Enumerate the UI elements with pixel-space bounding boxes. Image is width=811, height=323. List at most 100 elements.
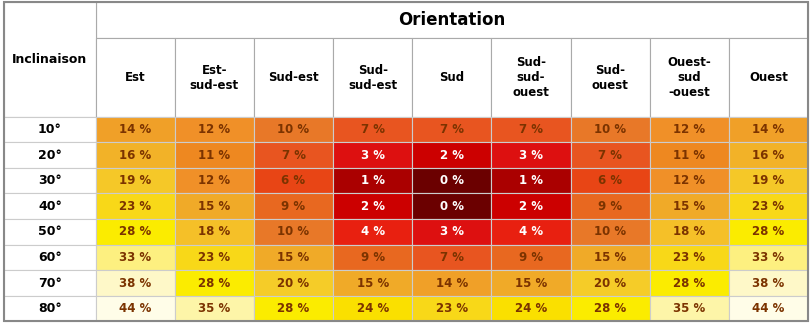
Bar	[412, 168, 491, 193]
Text: 10 %: 10 %	[594, 123, 625, 136]
Bar	[649, 168, 728, 193]
Text: 50°: 50°	[38, 225, 62, 238]
Bar	[728, 219, 807, 245]
Text: Sud-
sud-est: Sud- sud-est	[348, 64, 397, 91]
Bar	[412, 38, 491, 117]
Bar	[570, 296, 649, 321]
Bar	[4, 2, 96, 117]
Text: 6 %: 6 %	[597, 174, 621, 187]
Bar	[570, 142, 649, 168]
Text: 20 %: 20 %	[277, 276, 309, 289]
Bar	[728, 168, 807, 193]
Bar	[96, 38, 174, 117]
Text: Est: Est	[125, 71, 145, 84]
Bar	[491, 296, 570, 321]
Text: 33 %: 33 %	[751, 251, 783, 264]
Text: 7 %: 7 %	[360, 123, 384, 136]
Bar	[649, 245, 728, 270]
Bar	[649, 219, 728, 245]
Bar	[4, 142, 96, 168]
Text: 28 %: 28 %	[672, 276, 705, 289]
Text: Inclinaison: Inclinaison	[12, 53, 88, 66]
Text: 2 %: 2 %	[518, 200, 543, 213]
Bar	[728, 245, 807, 270]
Bar	[491, 117, 570, 142]
Text: 28 %: 28 %	[593, 302, 625, 315]
Text: 7 %: 7 %	[518, 123, 543, 136]
Text: 4 %: 4 %	[518, 225, 543, 238]
Text: 18 %: 18 %	[672, 225, 705, 238]
Text: 38 %: 38 %	[751, 276, 783, 289]
Text: 14 %: 14 %	[119, 123, 151, 136]
Text: Sud-est: Sud-est	[268, 71, 319, 84]
Text: 10 %: 10 %	[277, 225, 309, 238]
Text: 1 %: 1 %	[360, 174, 384, 187]
Bar	[254, 296, 333, 321]
Bar	[96, 219, 174, 245]
Text: 1 %: 1 %	[518, 174, 543, 187]
Bar	[333, 219, 412, 245]
Text: 28 %: 28 %	[751, 225, 783, 238]
Text: 10 %: 10 %	[594, 225, 625, 238]
Bar	[728, 117, 807, 142]
Text: Sud-
sud-
ouest: Sud- sud- ouest	[512, 56, 549, 99]
Bar	[4, 168, 96, 193]
Bar	[174, 219, 254, 245]
Bar	[333, 117, 412, 142]
Bar	[254, 270, 333, 296]
Bar	[333, 245, 412, 270]
Bar	[4, 219, 96, 245]
Bar	[491, 219, 570, 245]
Bar	[4, 245, 96, 270]
Text: 7 %: 7 %	[598, 149, 621, 162]
Bar	[254, 245, 333, 270]
Text: 24 %: 24 %	[514, 302, 547, 315]
Bar	[491, 193, 570, 219]
Bar	[4, 117, 96, 142]
Text: 7 %: 7 %	[440, 123, 463, 136]
Text: Sud: Sud	[439, 71, 464, 84]
Text: 15 %: 15 %	[277, 251, 309, 264]
Bar	[491, 142, 570, 168]
Text: 3 %: 3 %	[518, 149, 543, 162]
Bar	[570, 38, 649, 117]
Bar	[96, 142, 174, 168]
Bar	[412, 296, 491, 321]
Text: Sud-
ouest: Sud- ouest	[591, 64, 628, 91]
Bar	[174, 245, 254, 270]
Bar	[649, 117, 728, 142]
Text: 35 %: 35 %	[198, 302, 230, 315]
Text: 7 %: 7 %	[281, 149, 305, 162]
Text: Est-
sud-est: Est- sud-est	[190, 64, 238, 91]
Text: 15 %: 15 %	[356, 276, 388, 289]
Bar	[649, 193, 728, 219]
Bar	[254, 193, 333, 219]
Text: 14 %: 14 %	[751, 123, 783, 136]
Text: 24 %: 24 %	[356, 302, 388, 315]
Bar	[96, 193, 174, 219]
Text: 28 %: 28 %	[277, 302, 309, 315]
Text: 9 %: 9 %	[518, 251, 543, 264]
Text: 3 %: 3 %	[360, 149, 384, 162]
Bar	[254, 142, 333, 168]
Text: 7 %: 7 %	[440, 251, 463, 264]
Bar	[4, 296, 96, 321]
Bar	[412, 270, 491, 296]
Text: 28 %: 28 %	[198, 276, 230, 289]
Text: 11 %: 11 %	[672, 149, 705, 162]
Bar	[491, 168, 570, 193]
Bar	[174, 296, 254, 321]
Text: 23 %: 23 %	[751, 200, 783, 213]
Bar	[96, 270, 174, 296]
Bar	[570, 270, 649, 296]
Text: 23 %: 23 %	[198, 251, 230, 264]
Text: 12 %: 12 %	[672, 174, 705, 187]
Bar	[333, 168, 412, 193]
Bar	[333, 193, 412, 219]
Bar	[174, 142, 254, 168]
Text: 44 %: 44 %	[119, 302, 152, 315]
Text: 44 %: 44 %	[751, 302, 783, 315]
Text: 28 %: 28 %	[119, 225, 151, 238]
Text: 6 %: 6 %	[281, 174, 305, 187]
Bar	[728, 193, 807, 219]
